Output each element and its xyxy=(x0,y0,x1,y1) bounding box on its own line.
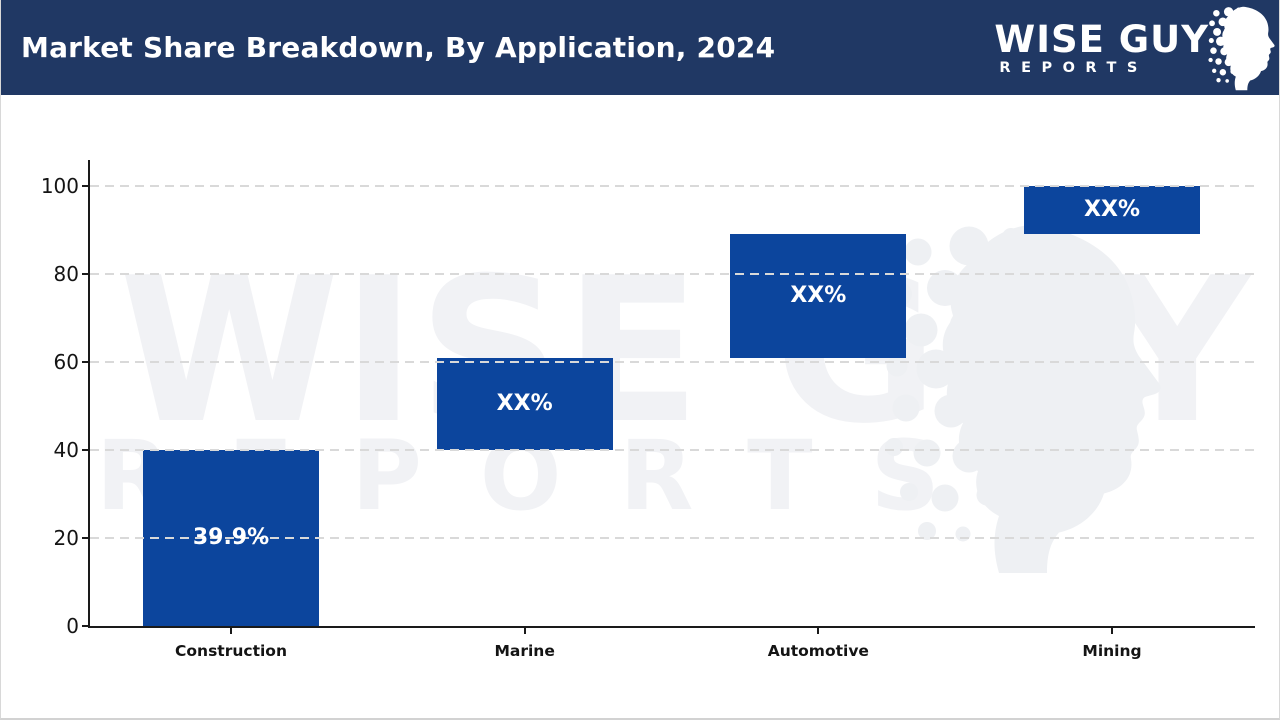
y-tick-label: 20 xyxy=(53,526,79,550)
y-axis-tick xyxy=(82,273,88,275)
x-axis-tick xyxy=(523,628,526,634)
logo-wordmark-block: WISE GUY REPORTS xyxy=(994,21,1209,76)
logo-wordmark: WISE GUY xyxy=(994,17,1209,61)
y-axis-tick xyxy=(82,185,88,187)
y-axis-line xyxy=(88,160,90,628)
x-axis-label-automotive: Automotive xyxy=(767,642,869,660)
header: Market Share Breakdown, By Application, … xyxy=(1,0,1279,95)
gridline-40 xyxy=(90,449,1254,451)
bar-value-label-construction: 39.9% xyxy=(192,525,270,551)
x-axis-label-mining: Mining xyxy=(1082,642,1142,660)
x-axis-tick xyxy=(230,628,232,634)
chart-title: Market Share Breakdown, By Application, … xyxy=(21,31,776,64)
x-axis-tick xyxy=(1111,628,1113,634)
bar-mining xyxy=(1024,186,1200,235)
y-axis-tick xyxy=(82,449,88,451)
y-axis-tick xyxy=(82,537,88,539)
gridline-20 xyxy=(90,537,1254,539)
logo-subtitle: REPORTS xyxy=(999,59,1148,76)
x-axis-tick xyxy=(817,628,820,634)
y-axis-tick xyxy=(82,361,88,363)
y-tick-label: 60 xyxy=(53,350,79,374)
bar-value-label-mining: XX% xyxy=(1084,197,1140,223)
wise-guy-reports-logo: WISE GUY REPORTS xyxy=(994,4,1279,92)
bar-marine xyxy=(436,357,613,450)
x-axis-line xyxy=(88,626,1255,628)
x-axis-label-marine: Marine xyxy=(494,642,555,660)
y-axis-tick xyxy=(82,625,88,627)
bar-automotive xyxy=(730,234,907,358)
y-tick-label: 100 xyxy=(40,174,79,198)
bar-value-label-marine: XX% xyxy=(496,390,553,416)
gridline-80 xyxy=(90,273,1254,275)
x-axis-label-construction: Construction xyxy=(175,642,287,660)
y-tick-label: 40 xyxy=(53,438,79,462)
gridline-100 xyxy=(90,185,1254,187)
bar-value-label-automotive: XX% xyxy=(790,283,847,308)
y-tick-label: 80 xyxy=(53,262,79,286)
gridline-60 xyxy=(90,361,1254,363)
y-tick-label: 0 xyxy=(66,614,79,638)
